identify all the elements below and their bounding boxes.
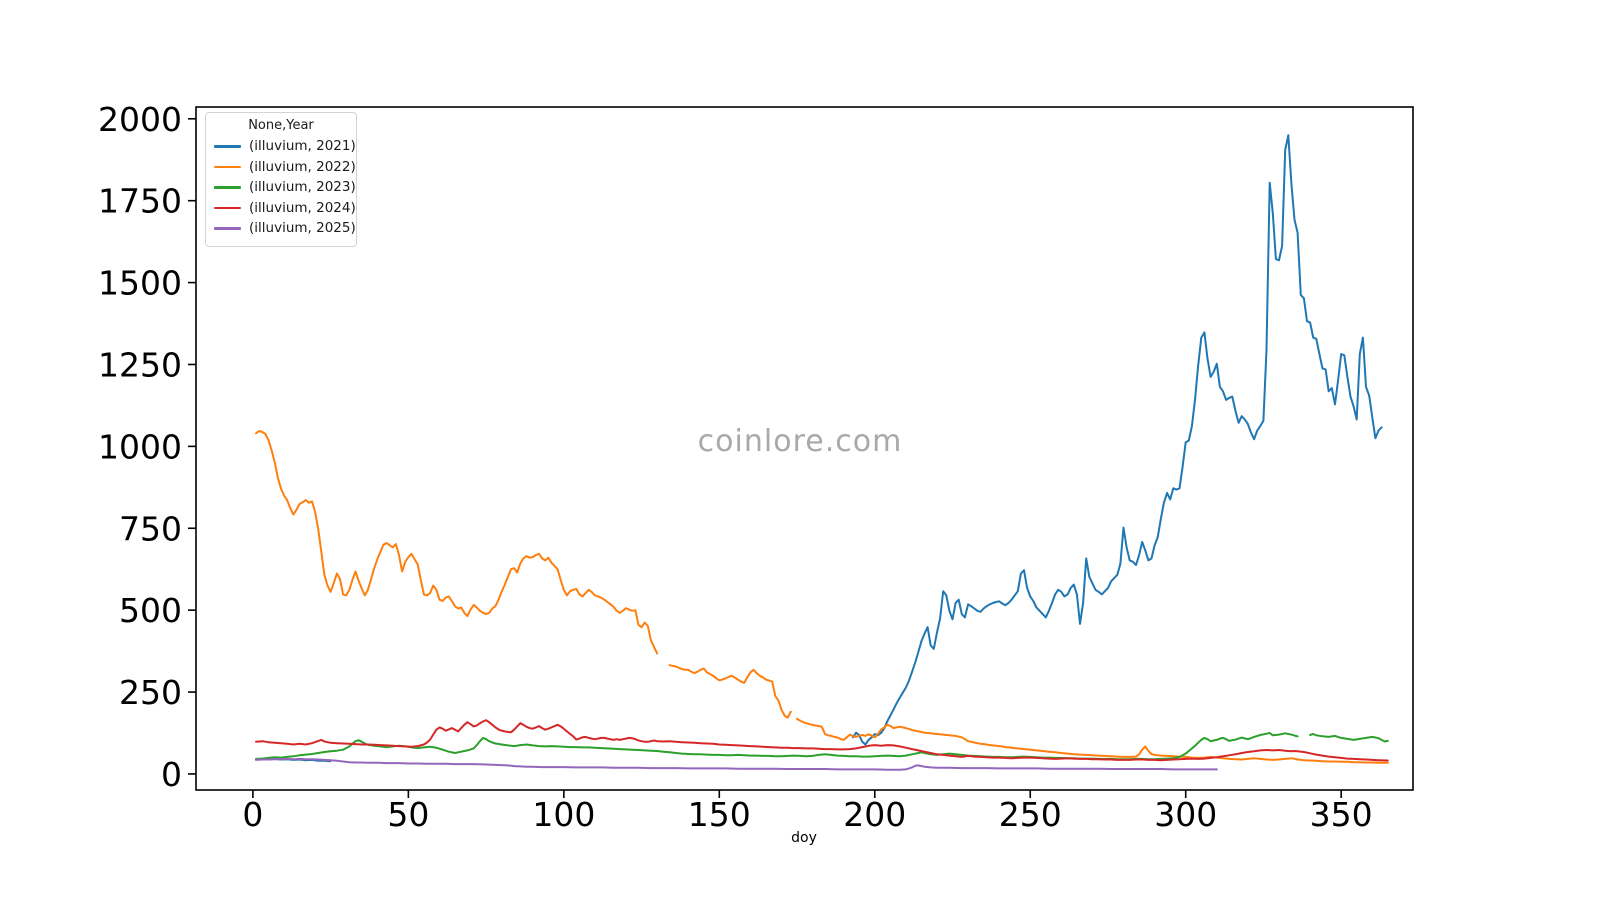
legend-label: (illuvium, 2023)	[249, 179, 356, 196]
x-tick-label: 50	[387, 795, 429, 834]
legend-title: None,Year	[248, 118, 314, 133]
legend-label: (illuvium, 2025)	[249, 220, 356, 237]
x-tick-label: 200	[843, 795, 906, 834]
y-tick-label: 2000	[98, 100, 182, 139]
x-tick-label: 150	[688, 795, 751, 834]
y-tick-label: 1750	[98, 182, 182, 221]
series-line-2025	[255, 757, 1218, 771]
x-tick-label: 350	[1310, 795, 1373, 834]
series-line-2024	[255, 719, 1389, 762]
y-tick-label: 0	[161, 755, 182, 794]
legend-swatch	[214, 186, 241, 189]
y-tick-label: 1500	[98, 264, 182, 303]
y-tick-label: 1000	[98, 427, 182, 466]
plot-border	[195, 106, 1414, 791]
series-line-2023	[255, 732, 1299, 761]
series-line-2021	[852, 134, 1383, 746]
x-tick-label: 0	[242, 795, 263, 834]
legend: None,Year (illuvium, 2021) (illuvium, 202…	[205, 112, 357, 247]
series-line-2022	[255, 430, 659, 655]
legend-label: (illuvium, 2022)	[249, 158, 356, 175]
y-tick-label: 1250	[98, 345, 182, 384]
x-tick-label: 250	[999, 795, 1062, 834]
legend-item-2024: (illuvium, 2024)	[214, 198, 356, 219]
legend-swatch	[214, 145, 241, 148]
watermark: coinlore.com	[697, 424, 903, 459]
y-tick-label: 750	[119, 509, 182, 548]
y-tick-label: 250	[119, 673, 182, 712]
x-axis-label: doy	[791, 830, 817, 846]
legend-item-2021: (illuvium, 2021)	[214, 136, 356, 157]
legend-swatch	[214, 165, 241, 168]
legend-items: (illuvium, 2021) (illuvium, 2022) (illuviu…	[214, 136, 356, 239]
legend-swatch	[214, 227, 241, 230]
x-tick-label: 100	[532, 795, 595, 834]
x-tick-label: 300	[1154, 795, 1217, 834]
series-line-2022	[796, 717, 1389, 764]
series-line-2022	[668, 664, 792, 719]
series-line-2023	[1309, 733, 1389, 743]
legend-swatch	[214, 206, 241, 209]
legend-label: (illuvium, 2021)	[249, 138, 356, 155]
legend-item-2025: (illuvium, 2025)	[214, 218, 356, 239]
legend-label: (illuvium, 2024)	[249, 199, 356, 216]
legend-item-2023: (illuvium, 2023)	[214, 177, 356, 198]
y-tick-label: 500	[119, 591, 182, 630]
legend-item-2022: (illuvium, 2022)	[214, 157, 356, 178]
